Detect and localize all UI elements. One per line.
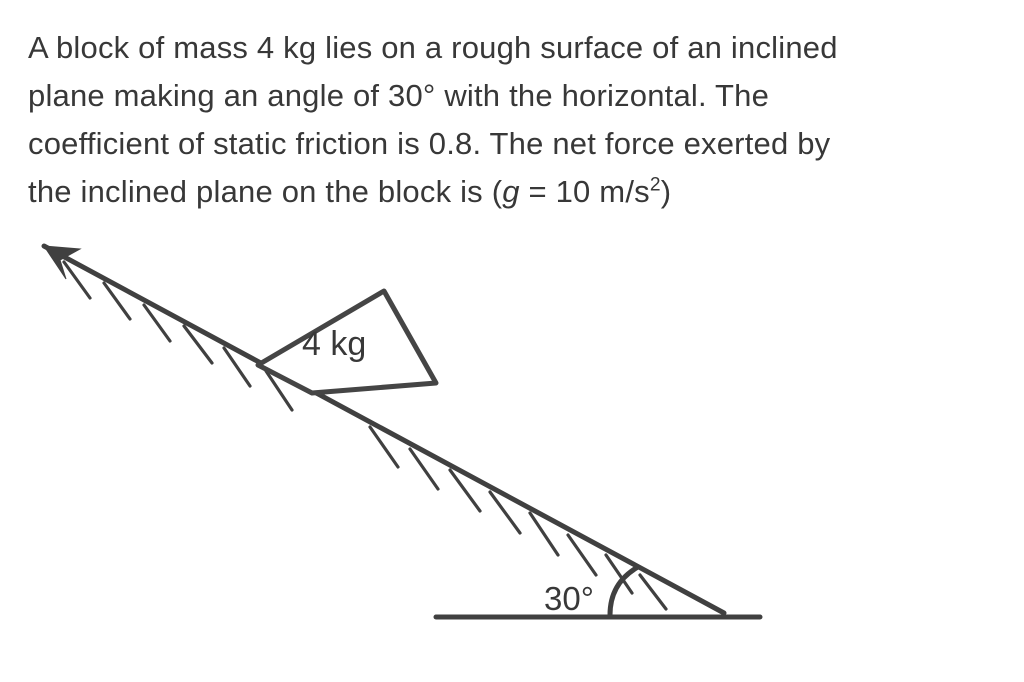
- problem-statement: A block of mass 4 kg lies on a rough sur…: [28, 24, 988, 216]
- problem-line-1: A block of mass 4 kg lies on a rough sur…: [28, 30, 838, 65]
- problem-line-4-mid: = 10 m/s: [520, 174, 650, 209]
- problem-line-2: plane making an angle of 30° with the ho…: [28, 78, 769, 113]
- incline-diagram: 4 kg 30°: [0, 225, 780, 665]
- angle-arc: [610, 567, 638, 615]
- problem-line-4-prefix: the inclined plane on the block is (: [28, 174, 502, 209]
- problem-line-3: coefficient of static friction is 0.8. T…: [28, 126, 830, 161]
- problem-line-4-suffix: ): [661, 174, 672, 209]
- diagram-svg: 4 kg 30°: [0, 225, 780, 665]
- exponent-2: 2: [650, 175, 661, 196]
- g-variable: g: [502, 174, 519, 209]
- block-mass-label: 4 kg: [302, 325, 366, 363]
- problem-page: A block of mass 4 kg lies on a rough sur…: [0, 0, 1024, 682]
- angle-label: 30°: [544, 580, 594, 617]
